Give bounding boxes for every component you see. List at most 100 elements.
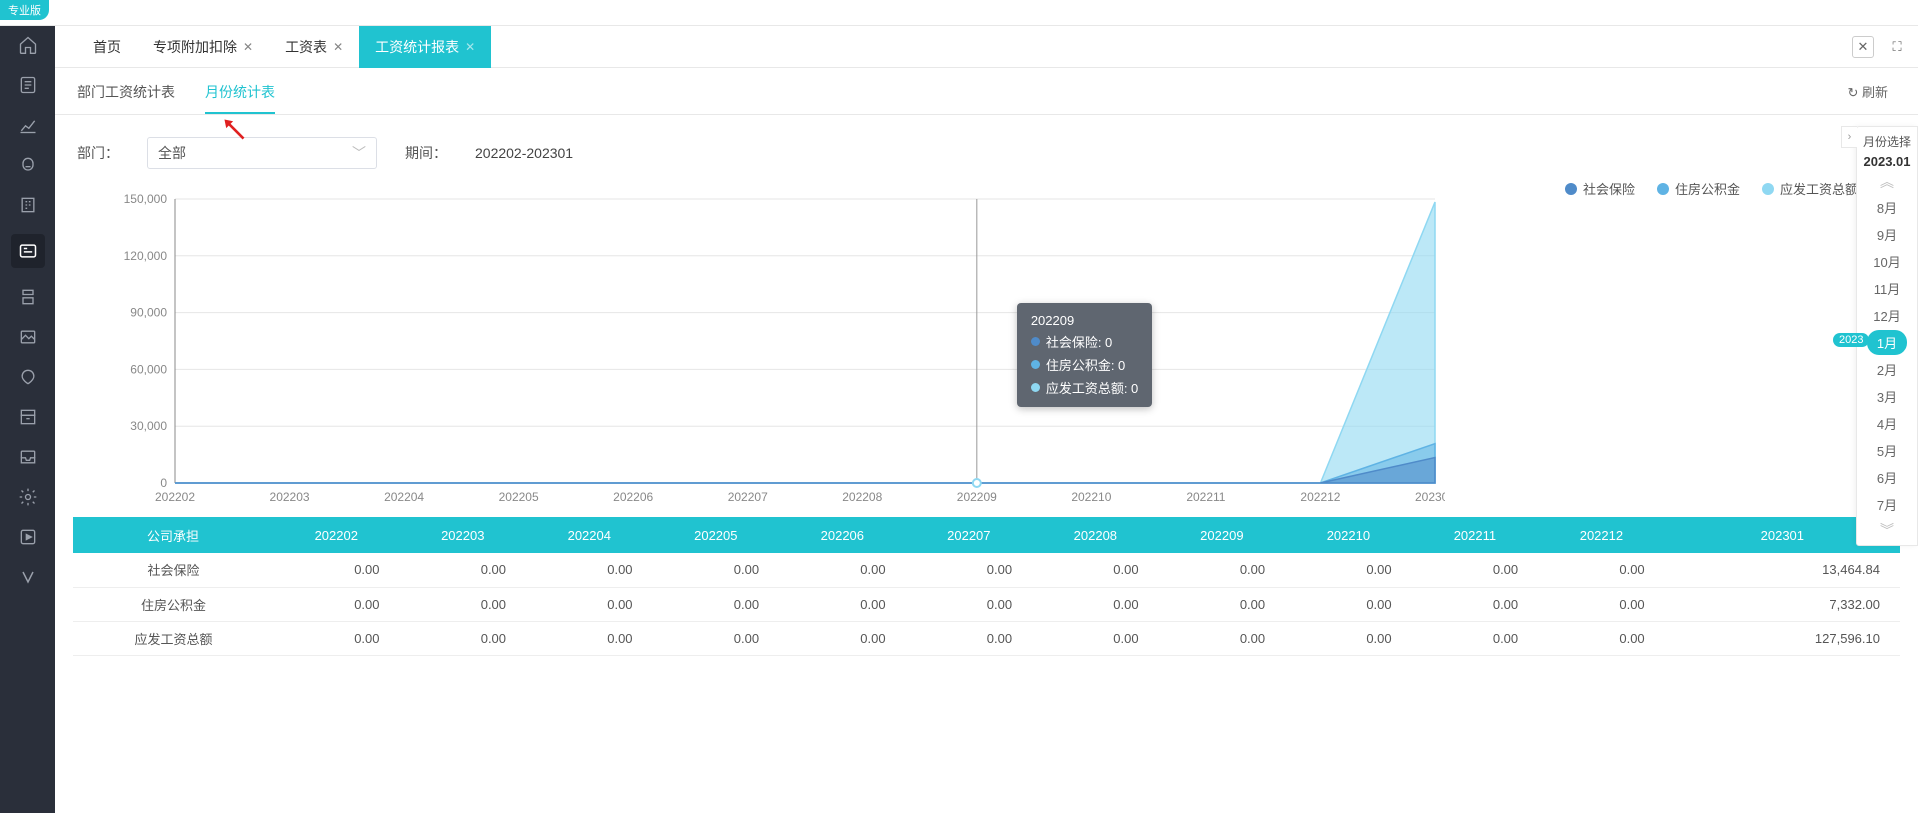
- legend-item[interactable]: 应发工资总额: [1762, 179, 1858, 198]
- nav-ledger-icon[interactable]: [17, 74, 39, 96]
- tab-专项附加扣除[interactable]: 专项附加扣除 ✕: [137, 26, 269, 68]
- close-icon[interactable]: ✕: [333, 40, 343, 54]
- fullscreen-button[interactable]: ⛶: [1886, 36, 1908, 58]
- main: 首页专项附加扣除✕工资表✕工资统计报表✕ ✕ ⛶ 部门工资统计表月份统计表 ↻ …: [55, 26, 1918, 813]
- nav-template-icon[interactable]: [17, 286, 39, 308]
- row-label: 应发工资总额: [73, 621, 273, 655]
- table-cell: 0.00: [400, 553, 527, 587]
- table-cell: 0.00: [653, 553, 780, 587]
- close-all-tabs-button[interactable]: ✕: [1852, 36, 1874, 58]
- svg-text:202205: 202205: [499, 490, 539, 504]
- topbar: 专业版: [0, 0, 1918, 26]
- table-cell: 13,464.84: [1665, 553, 1900, 587]
- table-cell: 0.00: [1285, 621, 1412, 655]
- chevron-down-icon: ﹀: [352, 143, 366, 163]
- tab-工资表[interactable]: 工资表✕: [269, 26, 359, 68]
- table-cell: 0.00: [1538, 587, 1665, 621]
- month-option[interactable]: 10月: [1857, 249, 1917, 274]
- dept-value: 全部: [158, 143, 186, 163]
- subtab-月份统计表[interactable]: 月份统计表: [205, 82, 275, 114]
- table-header-cell: 202207: [906, 517, 1033, 553]
- edition-badge: 专业版: [0, 0, 49, 20]
- svg-text:150,000: 150,000: [124, 192, 168, 206]
- month-option[interactable]: 4月: [1857, 411, 1917, 436]
- month-option[interactable]: 7月: [1857, 492, 1917, 517]
- period-label: 期间：: [405, 143, 447, 163]
- month-option[interactable]: 6月: [1857, 465, 1917, 490]
- refresh-label: 刷新: [1862, 85, 1888, 100]
- nav-money-icon[interactable]: [17, 154, 39, 176]
- table-cell: 0.00: [779, 587, 906, 621]
- table-cell: 0.00: [906, 553, 1033, 587]
- table-cell: 0.00: [273, 553, 400, 587]
- filter-bar: 部门： 全部 ﹀ 期间： 202202-202301: [55, 115, 1918, 179]
- table-cell: 0.00: [1032, 553, 1159, 587]
- table-cell: 0.00: [273, 587, 400, 621]
- tab-label: 首页: [93, 37, 121, 57]
- nav-play-icon[interactable]: [17, 526, 39, 548]
- subtab-部门工资统计表[interactable]: 部门工资统计表: [77, 82, 175, 114]
- legend-label: 应发工资总额: [1780, 179, 1858, 198]
- panel-collapse-button[interactable]: ›: [1841, 126, 1857, 148]
- table-row: 应发工资总额0.000.000.000.000.000.000.000.000.…: [73, 621, 1900, 655]
- nav-archive-icon[interactable]: [17, 406, 39, 428]
- svg-text:202209: 202209: [957, 490, 997, 504]
- nav-misc-icon[interactable]: [17, 366, 39, 388]
- table-header-row: 公司承担202202202203202204202205202206202207…: [73, 517, 1900, 553]
- legend-dot-icon: [1565, 183, 1577, 195]
- legend-dot-icon: [1762, 183, 1774, 195]
- month-option[interactable]: 5月: [1857, 438, 1917, 463]
- table-header-cell: 202208: [1032, 517, 1159, 553]
- table-header-first: 公司承担: [73, 517, 273, 553]
- svg-text:202212: 202212: [1300, 490, 1340, 504]
- month-option[interactable]: 1月2023: [1867, 330, 1907, 355]
- sidebar: [0, 26, 55, 813]
- table-cell: 0.00: [1412, 553, 1539, 587]
- table-header-cell: 202211: [1412, 517, 1539, 553]
- legend-dot-icon: [1657, 183, 1669, 195]
- table-cell: 0.00: [779, 553, 906, 587]
- month-next-button[interactable]: ︾: [1875, 521, 1899, 539]
- month-option[interactable]: 12月: [1857, 303, 1917, 328]
- nav-v-icon[interactable]: [17, 566, 39, 588]
- legend-item[interactable]: 住房公积金: [1657, 179, 1740, 198]
- svg-text:120,000: 120,000: [124, 249, 168, 263]
- table-cell: 0.00: [1285, 587, 1412, 621]
- table-header-cell: 202210: [1285, 517, 1412, 553]
- nav-inbox-icon[interactable]: [17, 446, 39, 468]
- content: 部门工资统计表月份统计表 ↻ 刷新 部门： 全部 ﹀ 期间： 202202-20…: [55, 68, 1918, 813]
- tab-首页[interactable]: 首页: [77, 26, 137, 68]
- legend-item[interactable]: 社会保险: [1565, 179, 1635, 198]
- legend-label: 住房公积金: [1675, 179, 1740, 198]
- month-option[interactable]: 8月: [1857, 195, 1917, 220]
- month-option[interactable]: 3月: [1857, 384, 1917, 409]
- table-body: 社会保险0.000.000.000.000.000.000.000.000.00…: [73, 553, 1900, 655]
- nav-building-icon[interactable]: [17, 194, 39, 216]
- table-header-cell: 202202: [273, 517, 400, 553]
- salary-trend-chart[interactable]: 030,00060,00090,000120,000150,0002022022…: [85, 189, 1445, 509]
- year-tag: 2023: [1833, 333, 1869, 347]
- sub-tabs: 部门工资统计表月份统计表 ↻ 刷新: [55, 68, 1918, 115]
- month-panel-current: 2023.01: [1864, 154, 1911, 169]
- nav-home-icon[interactable]: [17, 34, 39, 56]
- month-option[interactable]: 9月: [1857, 222, 1917, 247]
- tab-工资统计报表[interactable]: 工资统计报表✕: [359, 26, 491, 68]
- month-prev-button[interactable]: ︽: [1875, 173, 1899, 191]
- table-cell: 0.00: [526, 621, 653, 655]
- table-header-cell: 202205: [653, 517, 780, 553]
- nav-image-icon[interactable]: [17, 326, 39, 348]
- month-option[interactable]: 11月: [1857, 276, 1917, 301]
- nav-settings-icon[interactable]: [17, 486, 39, 508]
- table-cell: 0.00: [779, 621, 906, 655]
- refresh-button[interactable]: ↻ 刷新: [1847, 82, 1888, 101]
- tab-label: 专项附加扣除: [153, 37, 237, 57]
- nav-chart-icon[interactable]: [17, 114, 39, 136]
- close-icon[interactable]: ✕: [465, 40, 475, 54]
- month-option[interactable]: 2月: [1857, 357, 1917, 382]
- chart-legend: 社会保险 住房公积金 应发工资总额: [1565, 179, 1858, 198]
- table-cell: 0.00: [1285, 553, 1412, 587]
- close-icon[interactable]: ✕: [243, 40, 253, 54]
- nav-salary-icon[interactable]: [11, 234, 45, 268]
- dept-select[interactable]: 全部 ﹀: [147, 137, 377, 169]
- chart-container: 社会保险住房公积金应发工资总额 030,00060,00090,000120,0…: [55, 179, 1918, 509]
